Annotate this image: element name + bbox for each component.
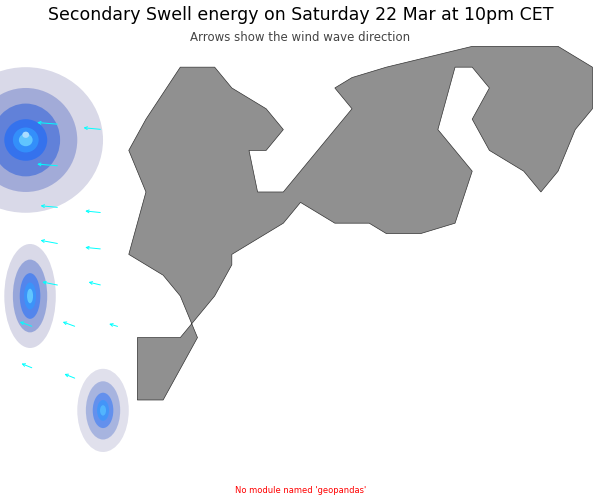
Ellipse shape [97,400,109,421]
Ellipse shape [100,405,106,416]
Ellipse shape [20,273,40,319]
Ellipse shape [0,103,60,176]
Ellipse shape [0,67,103,213]
Ellipse shape [27,289,33,303]
Ellipse shape [19,134,32,146]
Text: Arrows show the wind wave direction: Arrows show the wind wave direction [191,31,410,43]
Ellipse shape [4,244,56,348]
Ellipse shape [78,369,129,452]
Ellipse shape [4,119,47,161]
Ellipse shape [24,282,36,309]
Ellipse shape [0,88,78,192]
Ellipse shape [13,128,38,152]
Ellipse shape [86,381,120,439]
Text: No module named 'geopandas': No module named 'geopandas' [235,486,366,495]
Polygon shape [129,46,593,400]
Ellipse shape [22,132,29,138]
Ellipse shape [13,260,47,333]
Ellipse shape [93,393,114,428]
Text: Secondary Swell energy on Saturday 22 Mar at 10pm CET: Secondary Swell energy on Saturday 22 Ma… [47,6,554,24]
